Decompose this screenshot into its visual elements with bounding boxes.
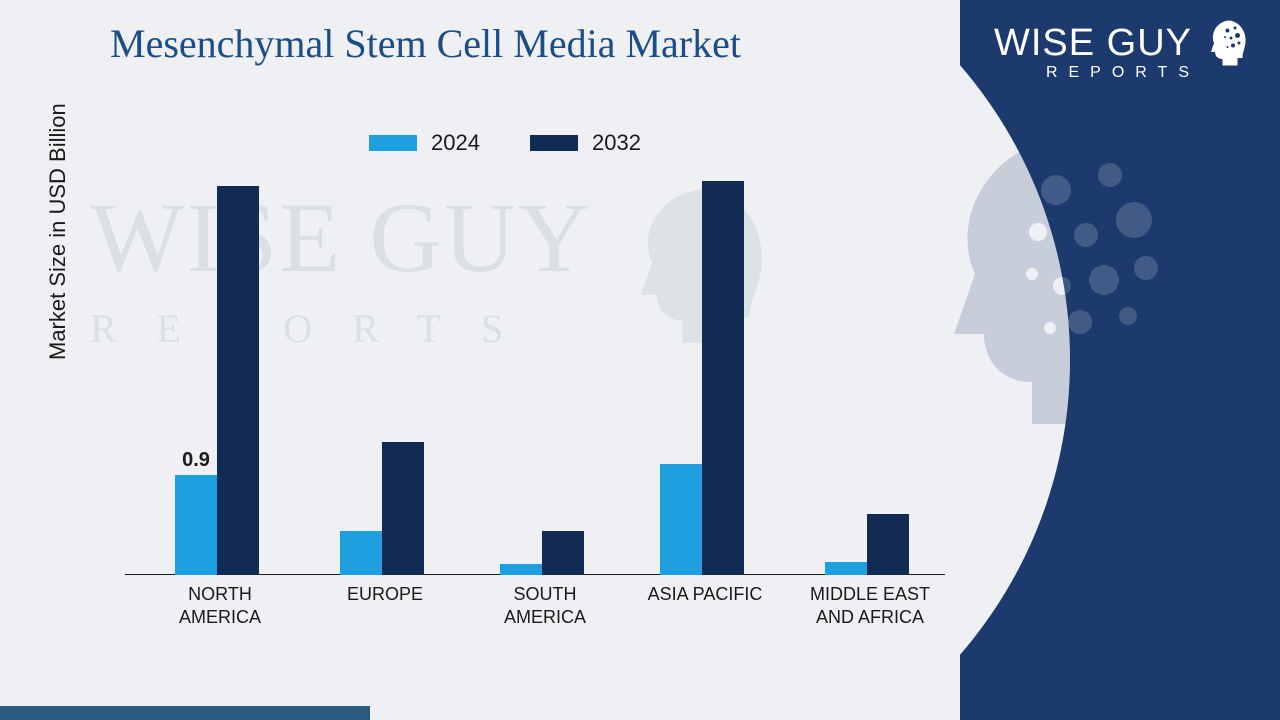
bar — [500, 564, 542, 575]
category-label: EUROPE — [320, 583, 450, 606]
legend-label: 2032 — [592, 130, 641, 156]
chart-title: Mesenchymal Stem Cell Media Market — [110, 20, 741, 67]
footer-accent — [0, 706, 370, 720]
bar — [867, 514, 909, 575]
brand-logo: WISE GUY REPORTS — [994, 18, 1250, 82]
bar — [382, 442, 424, 575]
bar — [660, 464, 702, 575]
bar — [825, 562, 867, 575]
legend-item: 2024 — [369, 130, 480, 156]
bar — [702, 181, 744, 575]
category-label: MIDDLE EAST AND AFRICA — [805, 583, 935, 628]
bar — [542, 531, 584, 575]
bar-value-label: 0.9 — [175, 449, 217, 472]
legend-item: 2032 — [530, 130, 641, 156]
legend-label: 2024 — [431, 130, 480, 156]
brand-main: WISE GUY — [994, 22, 1192, 65]
category-label: NORTH AMERICA — [155, 583, 285, 628]
legend: 2024 2032 — [55, 130, 955, 156]
bar — [217, 186, 259, 575]
bar: 0.9 — [175, 475, 217, 575]
legend-swatch — [369, 135, 417, 151]
legend-swatch — [530, 135, 578, 151]
category-label: ASIA PACIFIC — [640, 583, 770, 606]
chart: Market Size in USD Billion 2024 2032 0.9… — [55, 130, 955, 690]
brain-head-icon — [1200, 18, 1250, 68]
plot-area: 0.9NORTH AMERICAEUROPESOUTH AMERICAASIA … — [125, 175, 945, 575]
bar — [340, 531, 382, 575]
category-label: SOUTH AMERICA — [480, 583, 610, 628]
